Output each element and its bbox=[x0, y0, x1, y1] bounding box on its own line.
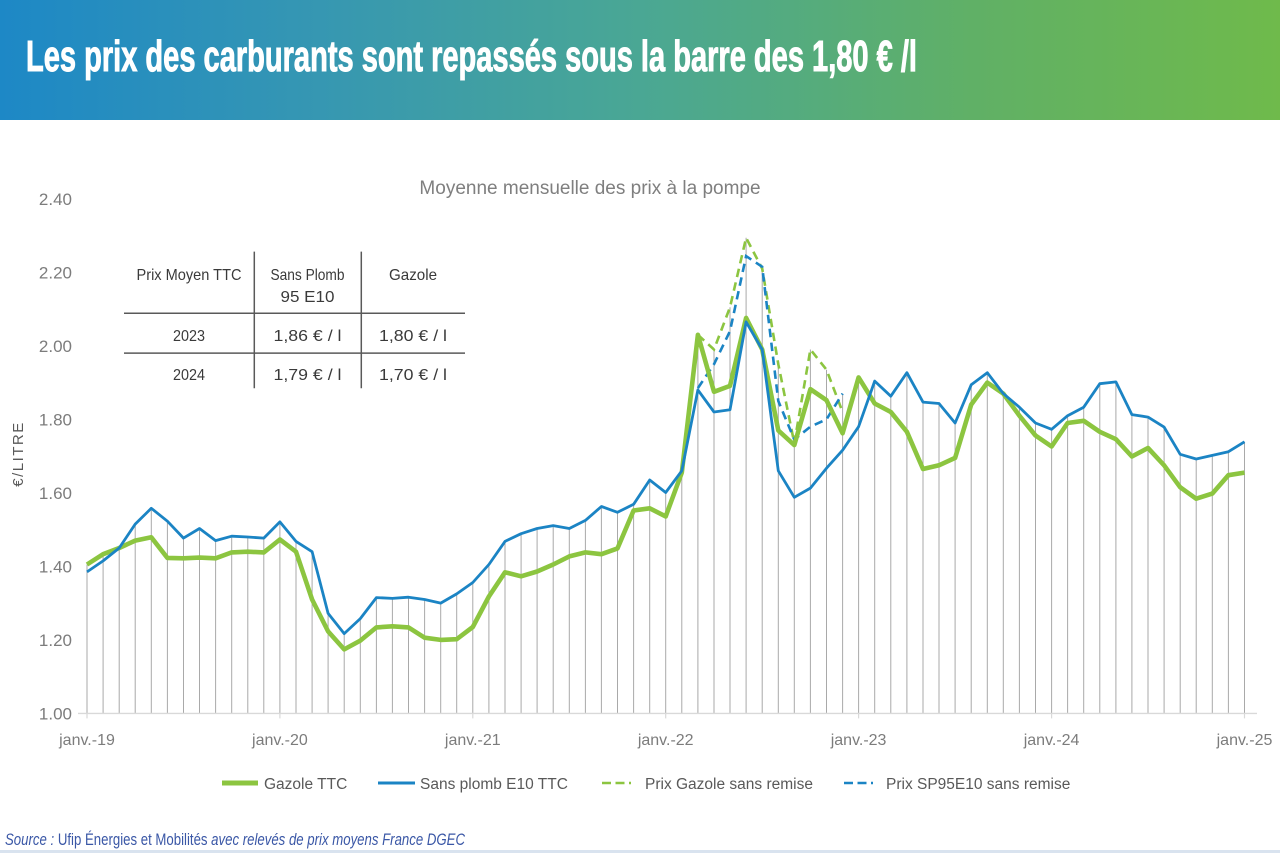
svg-text:Sans Plomb: Sans Plomb bbox=[271, 267, 345, 284]
svg-text:95 E10: 95 E10 bbox=[281, 289, 335, 306]
svg-text:1,70 € / l: 1,70 € / l bbox=[379, 367, 447, 384]
svg-text:Prix SP95E10 sans remise: Prix SP95E10 sans remise bbox=[886, 776, 1070, 793]
svg-text:janv.-21: janv.-21 bbox=[444, 732, 501, 749]
svg-text:Gazole TTC: Gazole TTC bbox=[264, 776, 347, 793]
svg-text:2.00: 2.00 bbox=[39, 337, 72, 356]
svg-text:1.60: 1.60 bbox=[39, 484, 72, 503]
svg-text:1,79 € / l: 1,79 € / l bbox=[274, 367, 342, 384]
svg-text:1,86 € / l: 1,86 € / l bbox=[274, 328, 342, 345]
svg-text:1.40: 1.40 bbox=[39, 557, 72, 576]
svg-text:janv.-25: janv.-25 bbox=[1216, 732, 1273, 749]
svg-text:2023: 2023 bbox=[173, 328, 205, 345]
svg-text:janv.-22: janv.-22 bbox=[637, 732, 694, 749]
svg-text:1,80 € / l: 1,80 € / l bbox=[379, 328, 447, 345]
svg-text:Sans plomb E10 TTC: Sans plomb E10 TTC bbox=[420, 776, 568, 793]
svg-text:Prix Moyen TTC: Prix Moyen TTC bbox=[137, 267, 242, 284]
svg-text:2.20: 2.20 bbox=[39, 263, 72, 282]
svg-text:1.20: 1.20 bbox=[39, 631, 72, 650]
svg-text:2.40: 2.40 bbox=[39, 190, 72, 209]
svg-text:Prix Gazole sans remise: Prix Gazole sans remise bbox=[645, 776, 813, 793]
svg-text:janv.-24: janv.-24 bbox=[1023, 732, 1080, 749]
svg-text:€/LITRE: €/LITRE bbox=[10, 421, 27, 487]
svg-text:1.00: 1.00 bbox=[39, 704, 72, 723]
svg-text:Moyenne mensuelle des prix à l: Moyenne mensuelle des prix à la pompe bbox=[419, 178, 760, 199]
svg-text:2024: 2024 bbox=[173, 367, 205, 384]
svg-text:janv.-20: janv.-20 bbox=[251, 732, 308, 749]
svg-text:janv.-19: janv.-19 bbox=[58, 732, 115, 749]
svg-text:janv.-23: janv.-23 bbox=[830, 732, 887, 749]
svg-text:Gazole: Gazole bbox=[389, 267, 437, 284]
svg-text:1.80: 1.80 bbox=[39, 410, 72, 429]
